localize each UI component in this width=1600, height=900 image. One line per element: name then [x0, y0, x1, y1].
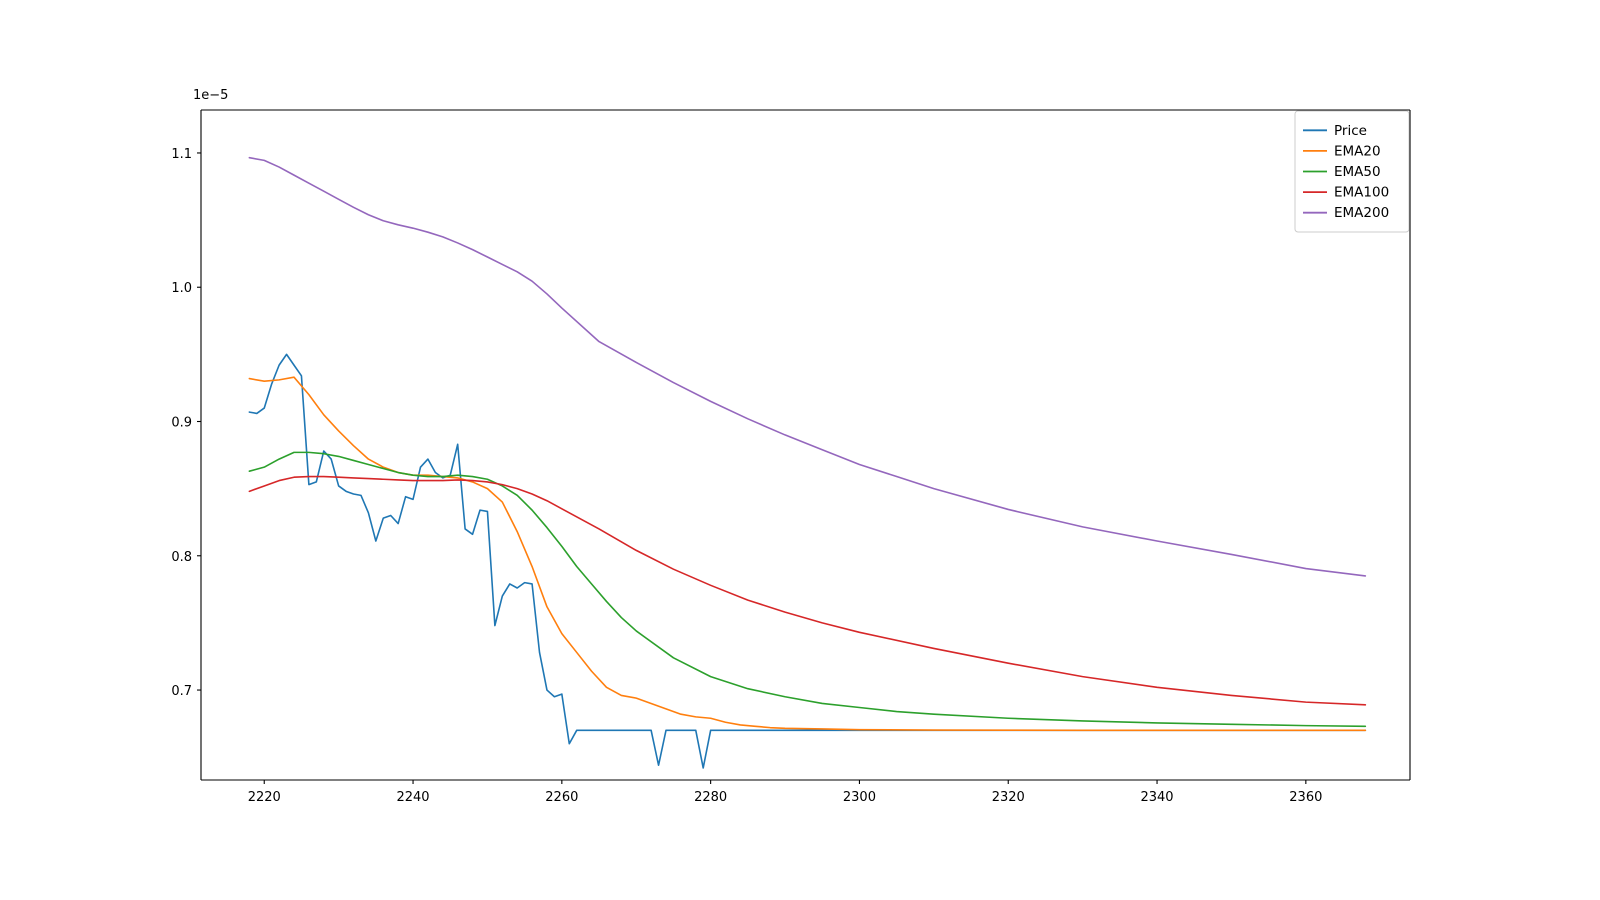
y-axis-offset-label: 1e−5	[193, 88, 228, 103]
legend-label-ema100[interactable]: EMA100	[1334, 185, 1389, 201]
series-line-ema100	[248, 475, 1367, 706]
y-axis: 1.1 1.0 0.9 0.8 0.7	[171, 147, 201, 699]
axes-spines	[200, 109, 1411, 781]
y-tick-label: 1.1	[171, 147, 192, 162]
x-tick-label: 2280	[694, 790, 727, 805]
x-tick-label: 2360	[1289, 790, 1322, 805]
x-axis: 2220 2240 2260 2280 2300 2320 2340 2360	[248, 780, 1322, 805]
legend-label-ema20[interactable]: EMA20	[1334, 143, 1381, 159]
y-tick-label: 0.7	[171, 684, 192, 699]
y-tick-label: 1.0	[171, 281, 192, 296]
x-tick-label: 2240	[396, 790, 429, 805]
chart-legend[interactable]: Price EMA20 EMA50 EMA100 EMA200	[1294, 110, 1410, 233]
x-tick-label: 2320	[992, 790, 1025, 805]
y-tick-label: 0.8	[171, 550, 192, 565]
series-line-ema20	[248, 376, 1367, 732]
x-tick-label: 2260	[545, 790, 578, 805]
legend-label-price[interactable]: Price	[1334, 123, 1367, 139]
x-tick-label: 2340	[1140, 790, 1173, 805]
y-tick-label: 0.9	[171, 416, 192, 431]
legend-frame	[1294, 110, 1410, 233]
series-line-price	[248, 353, 1367, 769]
series-group	[248, 156, 1367, 769]
series-line-ema50	[248, 451, 1367, 728]
series-line-ema200	[248, 156, 1367, 577]
x-tick-label: 2220	[248, 790, 281, 805]
legend-label-ema200[interactable]: EMA200	[1334, 205, 1389, 221]
x-tick-label: 2300	[843, 790, 876, 805]
legend-label-ema50[interactable]: EMA50	[1334, 164, 1381, 180]
